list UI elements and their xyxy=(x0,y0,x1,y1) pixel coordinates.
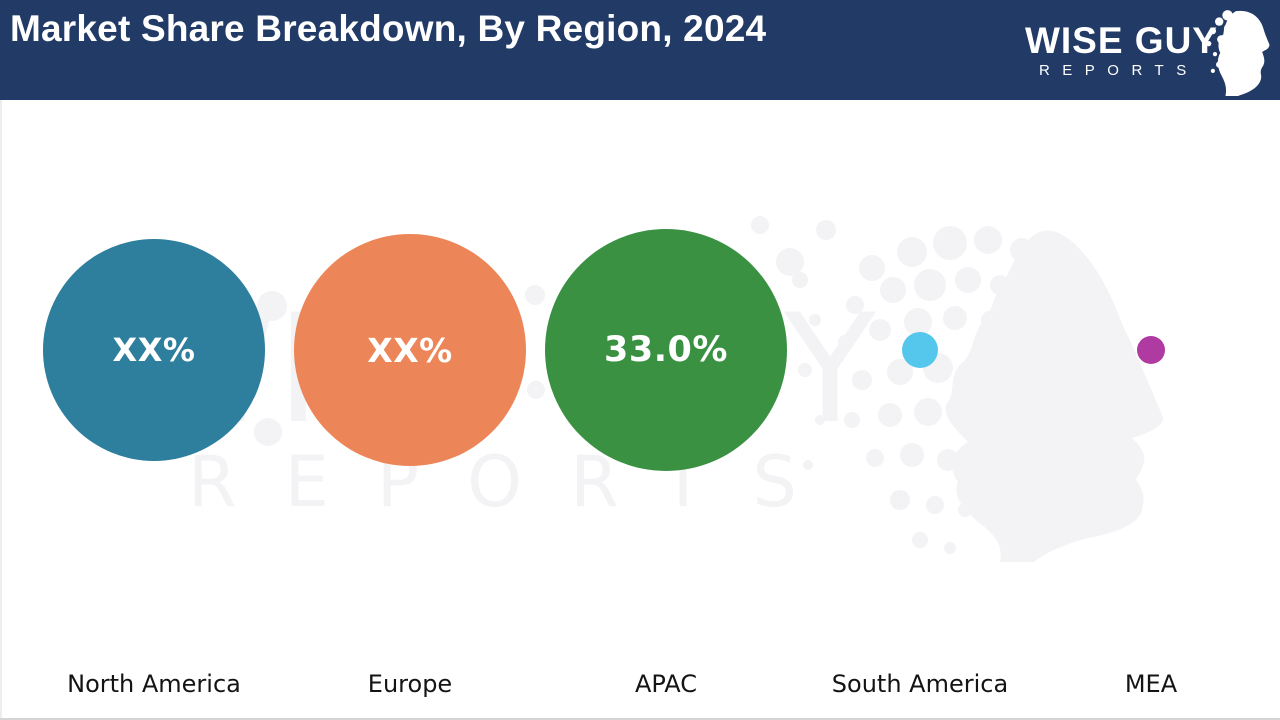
bubble-apac: 33.0% xyxy=(545,229,787,471)
canvas-bottom-edge xyxy=(0,718,1280,720)
category-label-north-america: North America xyxy=(67,670,241,698)
brand-subname: REPORTS xyxy=(1038,62,1199,79)
bubble-mea xyxy=(1137,336,1165,364)
category-label-apac: APAC xyxy=(634,670,698,698)
bubble-value-europe: XX% xyxy=(367,330,453,370)
brand-head-icon xyxy=(1206,10,1270,96)
brand-logo: WISE GUY REPORTS xyxy=(1025,10,1270,96)
brand-name: WISE GUY xyxy=(1024,20,1218,61)
bubble-value-north-america: XX% xyxy=(112,331,196,369)
category-label-south-america: South America xyxy=(831,670,1009,698)
bubble-north-america: XX% xyxy=(43,239,265,461)
brand-logo-text: WISE GUY REPORTS xyxy=(1025,22,1218,78)
chart-title: Market Share Breakdown, By Region, 2024 xyxy=(10,8,767,49)
plot-area: WISE GUY REPORTS XX%North Amer xyxy=(0,100,1280,720)
header-bar: Market Share Breakdown, By Region, 2024 … xyxy=(0,0,1280,100)
bubble-value-apac: 33.0% xyxy=(604,330,728,370)
canvas-left-edge xyxy=(0,100,2,720)
bubble-europe: XX% xyxy=(294,234,526,466)
category-label-europe: Europe xyxy=(367,670,453,698)
watermark-head-icon xyxy=(792,226,1163,563)
category-label-mea: MEA xyxy=(1124,670,1178,698)
bubble-south-america xyxy=(902,332,938,368)
